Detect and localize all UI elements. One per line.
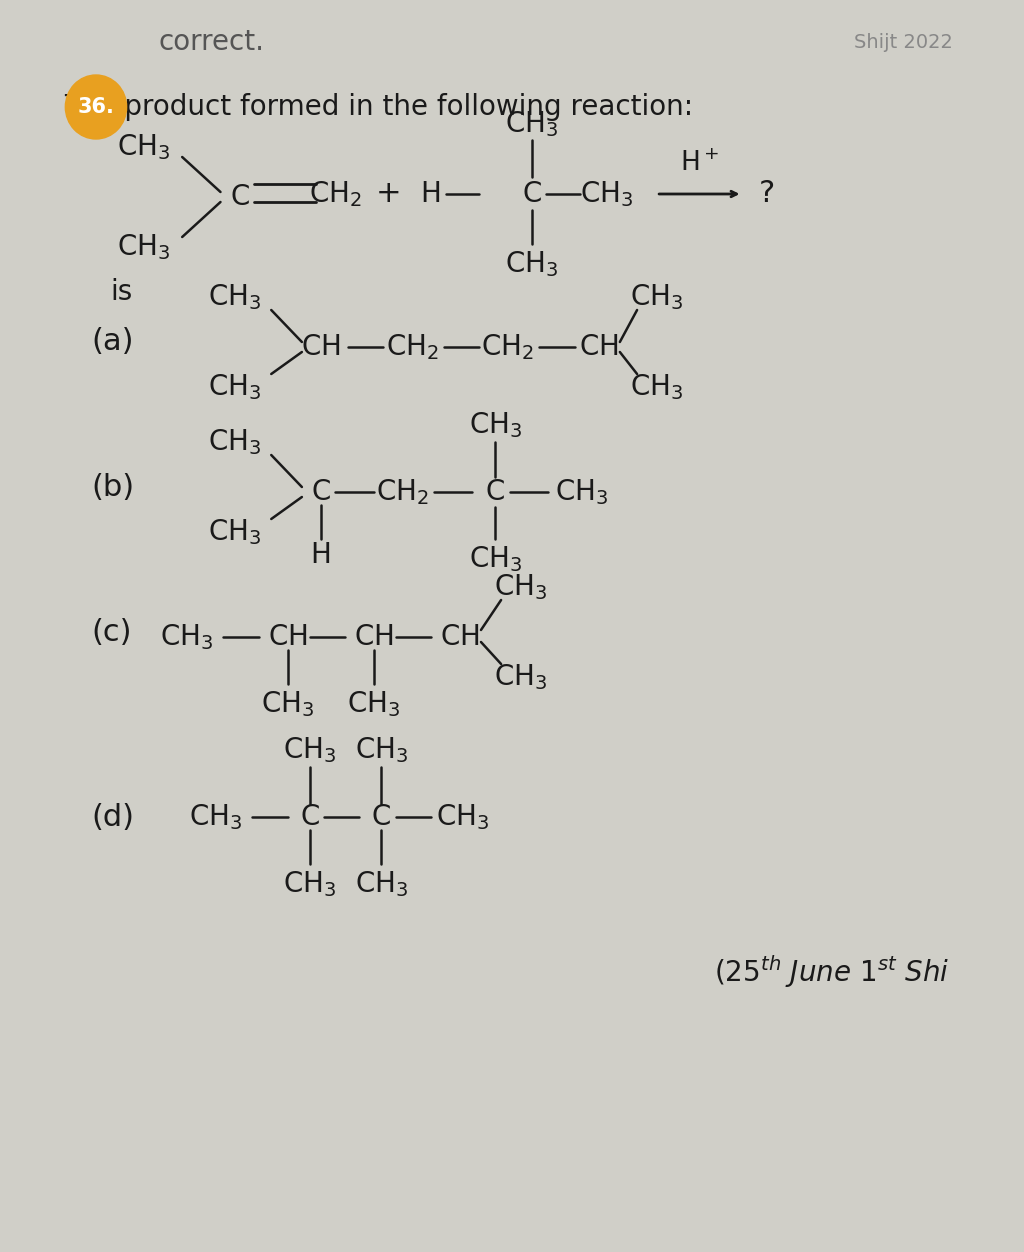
Text: $(25^{th}$ June $1^{st}$ Shi: $(25^{th}$ June $1^{st}$ Shi xyxy=(714,954,949,990)
Text: $\mathregular{CH_3}$: $\mathregular{CH_3}$ xyxy=(161,622,214,652)
Text: $\mathregular{CH_3}$: $\mathregular{CH_3}$ xyxy=(208,517,261,547)
Text: $\mathregular{CH}$: $\mathregular{CH}$ xyxy=(354,623,393,651)
Text: $\mathregular{CH_3}$: $\mathregular{CH_3}$ xyxy=(555,477,608,507)
Text: (a): (a) xyxy=(91,328,134,357)
Text: $\mathregular{CH_3}$: $\mathregular{CH_3}$ xyxy=(354,735,409,765)
Text: $\mathregular{CH_2}$: $\mathregular{CH_2}$ xyxy=(309,179,361,209)
Text: $\mathregular{CH_3}$: $\mathregular{CH_3}$ xyxy=(208,427,261,457)
Text: $\mathregular{CH}$: $\mathregular{CH}$ xyxy=(301,333,341,361)
Text: $\mathregular{CH_3}$: $\mathregular{CH_3}$ xyxy=(283,869,336,899)
Text: $\mathregular{C}$: $\mathregular{C}$ xyxy=(522,180,542,208)
Text: $\mathregular{CH_3}$: $\mathregular{CH_3}$ xyxy=(261,689,314,719)
Text: $\mathregular{CH_3}$: $\mathregular{CH_3}$ xyxy=(283,735,336,765)
Text: 36.: 36. xyxy=(78,96,115,116)
Text: $\mathregular{C}$: $\mathregular{C}$ xyxy=(485,478,505,506)
Text: ?: ? xyxy=(758,179,774,209)
Text: (b): (b) xyxy=(91,472,134,502)
Text: Shijt 2022: Shijt 2022 xyxy=(854,33,953,51)
Text: $\mathregular{CH_2}$: $\mathregular{CH_2}$ xyxy=(481,332,535,362)
Text: $\mathregular{C}$: $\mathregular{C}$ xyxy=(300,803,319,831)
Text: H: H xyxy=(310,541,332,568)
Text: correct.: correct. xyxy=(159,28,264,56)
Text: $\mathregular{CH_3}$: $\mathregular{CH_3}$ xyxy=(117,133,171,162)
Text: H: H xyxy=(421,180,441,208)
Text: $\mathregular{CH_3}$: $\mathregular{CH_3}$ xyxy=(208,282,261,312)
Text: $\mathregular{CH_3}$: $\mathregular{CH_3}$ xyxy=(469,545,522,573)
Text: $\mathregular{CH_3}$: $\mathregular{CH_3}$ xyxy=(208,372,261,402)
Text: $\mathregular{C}$: $\mathregular{C}$ xyxy=(229,183,250,212)
Text: $\mathregular{C}$: $\mathregular{C}$ xyxy=(372,803,391,831)
Text: $\mathregular{C}$: $\mathregular{C}$ xyxy=(311,478,331,506)
Text: (d): (d) xyxy=(91,803,134,831)
Text: $\mathregular{CH_3}$: $\mathregular{CH_3}$ xyxy=(630,282,683,312)
Text: $\mathregular{CH_3}$: $\mathregular{CH_3}$ xyxy=(436,803,489,831)
Text: $\mathregular{CH}$: $\mathregular{CH}$ xyxy=(440,623,479,651)
Text: $\mathregular{CH_3}$: $\mathregular{CH_3}$ xyxy=(117,232,171,262)
Text: $\mathregular{CH_3}$: $\mathregular{CH_3}$ xyxy=(189,803,243,831)
Text: $\mathregular{CH_2}$: $\mathregular{CH_2}$ xyxy=(376,477,429,507)
Text: (c): (c) xyxy=(91,617,132,646)
Text: $\mathregular{CH_3}$: $\mathregular{CH_3}$ xyxy=(494,662,547,692)
Circle shape xyxy=(66,75,127,139)
Text: The product formed in the following reaction:: The product formed in the following reac… xyxy=(63,93,693,121)
Text: $\mathregular{CH}$: $\mathregular{CH}$ xyxy=(268,623,307,651)
Text: $\mathregular{CH_3}$: $\mathregular{CH_3}$ xyxy=(580,179,633,209)
Text: $\mathregular{CH_3}$: $\mathregular{CH_3}$ xyxy=(347,689,400,719)
Text: $\mathregular{CH}$: $\mathregular{CH}$ xyxy=(579,333,618,361)
Text: is: is xyxy=(111,278,132,305)
Text: $\mathregular{H^+}$: $\mathregular{H^+}$ xyxy=(680,150,719,178)
Text: $\mathregular{CH_3}$: $\mathregular{CH_3}$ xyxy=(494,572,547,602)
Text: $\mathregular{CH_3}$: $\mathregular{CH_3}$ xyxy=(469,411,522,439)
Text: $\mathregular{CH_3}$: $\mathregular{CH_3}$ xyxy=(505,249,558,279)
Text: $\mathregular{CH_3}$: $\mathregular{CH_3}$ xyxy=(630,372,683,402)
Text: $\mathregular{CH_3}$: $\mathregular{CH_3}$ xyxy=(505,109,558,139)
Text: +: + xyxy=(375,179,401,209)
Text: $\mathregular{CH_3}$: $\mathregular{CH_3}$ xyxy=(354,869,409,899)
Text: $\mathregular{CH_2}$: $\mathregular{CH_2}$ xyxy=(386,332,438,362)
